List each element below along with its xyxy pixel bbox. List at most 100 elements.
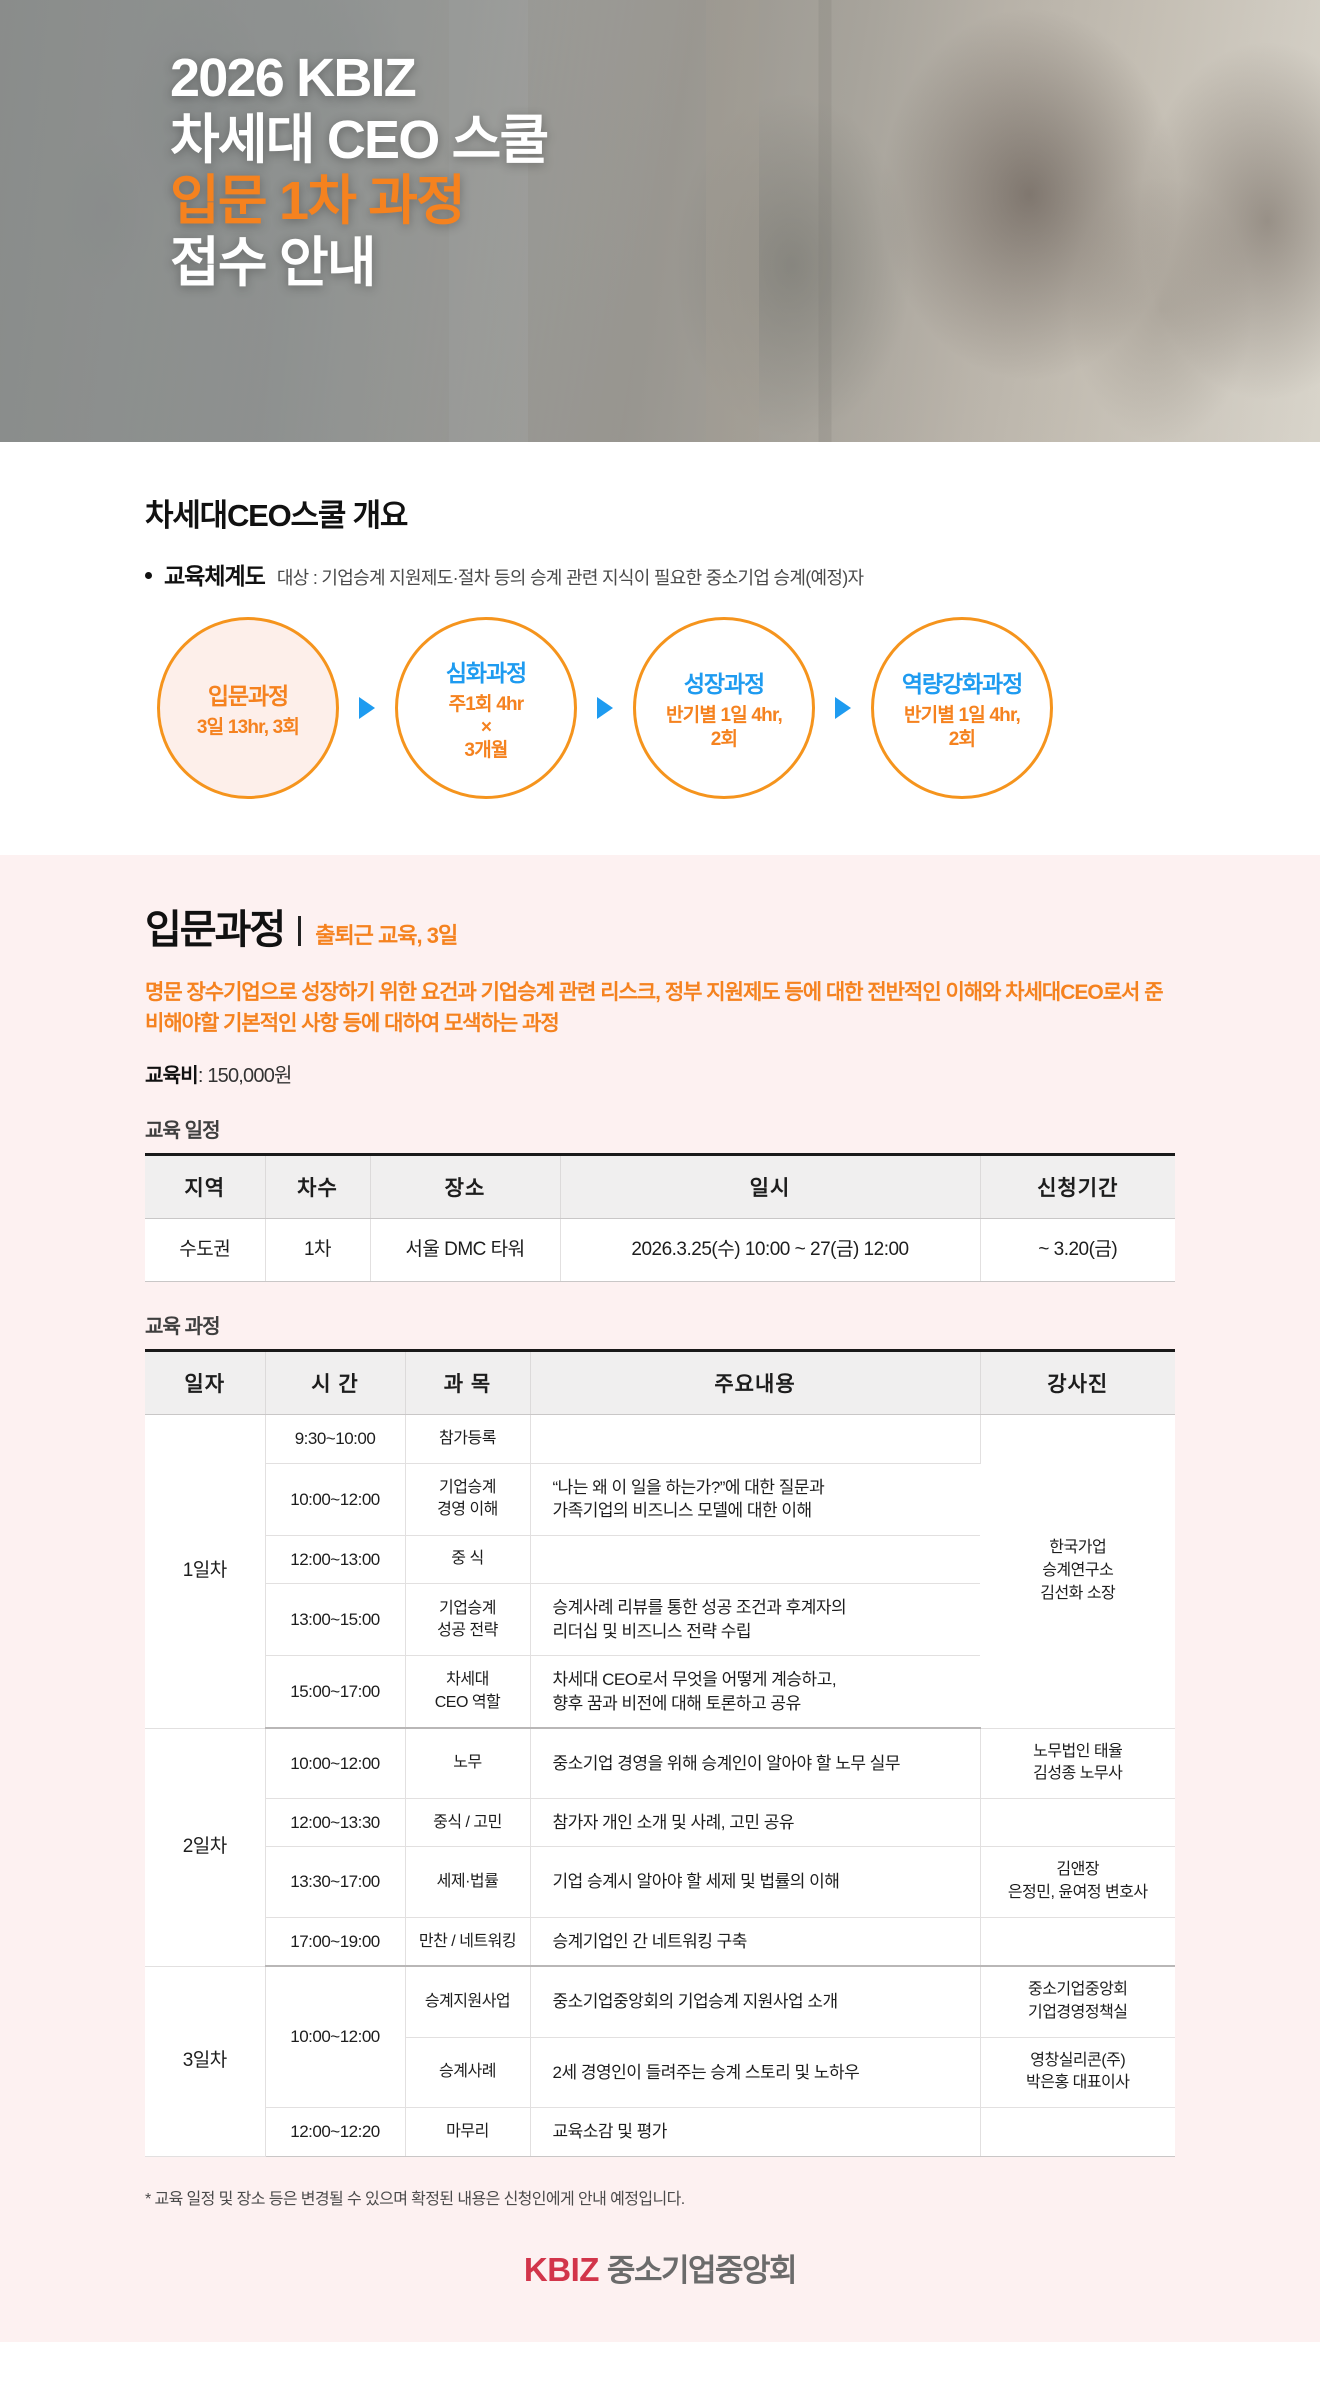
curriculum-cell-time: 10:00~12:00 xyxy=(265,1463,406,1536)
curriculum-cell-subject: 만찬 / 네트워킹 xyxy=(405,1917,531,1968)
bullet-dot-icon xyxy=(145,572,152,579)
flow-circle-1-title: 입문과정 xyxy=(207,682,289,709)
overview-heading: 차세대CEO스쿨 개요 xyxy=(145,498,408,533)
schedule-cell-4: ~ 3.20(금) xyxy=(980,1218,1175,1283)
curriculum-cell-time: 13:30~17:00 xyxy=(265,1846,406,1918)
hero-banner: 2026 KBIZ 차세대 CEO 스쿨 입문 1차 과정 접수 안내 xyxy=(0,0,1320,442)
schedule-col-header-2: 장소 xyxy=(370,1153,561,1220)
curriculum-cell-content: 교육소감 및 평가 xyxy=(530,2107,981,2157)
schedule-col-header-3: 일시 xyxy=(560,1153,981,1220)
curriculum-cell-subject: 세제·법률 xyxy=(405,1846,531,1918)
course-description: 명문 장수기업으로 성장하기 위한 요건과 기업승계 관련 리스크, 정부 지원… xyxy=(145,981,1164,1036)
curriculum-cell-lecturer: 김앤장 은정민, 윤여정 변호사 xyxy=(980,1846,1175,1918)
curriculum-cell-content: 승계사례 리뷰를 통한 성공 조건과 후계자의 리더십 및 비즈니스 전략 수립 xyxy=(530,1583,980,1657)
curriculum-cell-time: 12:00~12:20 xyxy=(265,2107,406,2157)
curriculum-cell-lecturer xyxy=(980,1917,1175,1968)
flow-arrow-2-icon xyxy=(597,697,613,719)
curriculum-cell-subject: 노무 xyxy=(405,1728,531,1799)
curriculum-cell-lecturer: 한국가업 승계연구소 김선화 소장 xyxy=(980,1414,1175,1729)
curriculum-cell-content: “나는 왜 이 일을 하는가?”에 대한 질문과 가족기업의 비즈니스 모델에 대… xyxy=(530,1463,980,1536)
curriculum-cell-subject: 승계지원사업 xyxy=(405,1966,531,2038)
curriculum-row: 3일차 10:00~12:00 승계지원사업 중소기업중앙회의 기업승계 지원사업 소… xyxy=(145,1966,1175,2157)
curriculum-row: 13:00~15:00 기업승계 성공 전략 승계사례 리뷰를 통한 성공 조건과 후… xyxy=(145,1583,1175,1657)
schedule-table: 지역 차수 장소 일시 신청기간 수도권 1차 서울 DMC 타워 2026.3.25(수) … xyxy=(145,1153,1175,1283)
curriculum-cell-day: 2일차 xyxy=(145,1728,266,1967)
schedule-table-body: 수도권 1차 서울 DMC 타워 2026.3.25(수) 10:00 ~ 27(금)… xyxy=(145,1218,1175,1283)
curriculum-cell-subject: 기업승계 성공 전략 xyxy=(405,1583,531,1657)
curriculum-cell-lecturer: 영창실리콘(주) 박은홍 대표이사 xyxy=(980,2037,1175,2109)
curriculum-cell-time: 9:30~10:00 xyxy=(265,1414,406,1464)
kbiz-logo-mark: KBIZ xyxy=(523,2250,600,2288)
course-divider xyxy=(298,916,302,946)
curriculum-cell-subject: 중식 / 고민 xyxy=(405,1798,531,1848)
curriculum-cell-subject: 승계사례 xyxy=(405,2037,531,2109)
hero-scrim-overlay xyxy=(0,0,1320,442)
flow-circle-2: 심화과정 주1회 4hr × 3개월 xyxy=(395,617,577,799)
flow-circle-3-title: 성장과정 xyxy=(683,671,765,698)
course-tag: 출퇴근 교육, 3일 xyxy=(315,923,458,948)
flow-circle-4: 역량강화과정 반기별 1일 4hr, 2회 xyxy=(871,617,1053,799)
curriculum-cell-content: 참가자 개인 소개 및 사례, 고민 공유 xyxy=(530,1798,981,1848)
flow-circle-3-sub: 반기별 1일 4hr, 2회 xyxy=(665,705,783,750)
curriculum-cell-time: 17:00~19:00 xyxy=(265,1917,406,1968)
curriculum-col-header-4: 강사진 xyxy=(980,1349,1175,1416)
curriculum-row: 13:30~17:00 세제·법률 기업 승계시 알아야 할 세제 및 법률의 이해… xyxy=(145,1846,1175,1918)
footer-logo: KBIZ 중소기업중앙회 xyxy=(145,2245,1175,2308)
curriculum-table-body: 1일차 9:30~10:00 참가등록 한국가업 승계연구소 김선화 소장 10:00~12… xyxy=(145,1414,1175,2157)
hero-title-line-2: 차세대 CEO 스쿨 xyxy=(170,109,549,170)
flow-circle-2-sub: 주1회 4hr × 3개월 xyxy=(448,693,525,762)
curriculum-row: 승계사례 2세 경영인이 들려주는 승계 스토리 및 노하우 영창실리콘(주) 박은홍… xyxy=(145,2037,1175,2109)
flow-arrow-3-icon xyxy=(835,697,851,719)
overview-section: 차세대CEO스쿨 개요 교육체계도 대상 : 기업승계 지원제도·절차 등의 승… xyxy=(0,442,1320,855)
curriculum-cell-subject: 중 식 xyxy=(405,1535,531,1585)
curriculum-cell-time: 12:00~13:30 xyxy=(265,1798,406,1848)
curriculum-cell-day: 1일차 xyxy=(145,1414,266,1729)
overview-bullet-title: 교육체계도 xyxy=(164,563,266,589)
curriculum-cell-time: 13:00~15:00 xyxy=(265,1583,406,1657)
curriculum-row: 12:00~13:00 중 식 xyxy=(145,1535,1175,1585)
course-flow-diagram: 입문과정 3일 13hr, 3회 심화과정 주1회 4hr × 3개월 성장과정 반… xyxy=(145,617,1175,799)
curriculum-cell-content xyxy=(530,1414,981,1464)
schedule-cell-2: 서울 DMC 타워 xyxy=(370,1218,561,1283)
curriculum-cell-content: 중소기업 경영을 위해 승계인이 알아야 할 노무 실무 xyxy=(530,1728,981,1799)
curriculum-cell-lecturer xyxy=(980,1798,1175,1848)
schedule-table-label: 교육 일정 xyxy=(145,1120,221,1143)
curriculum-cell-content: 2세 경영인이 들려주는 승계 스토리 및 노하우 xyxy=(530,2037,981,2109)
schedule-cell-3: 2026.3.25(수) 10:00 ~ 27(금) 12:00 xyxy=(560,1218,981,1283)
schedule-col-header-0: 지역 xyxy=(145,1153,266,1220)
curriculum-row: 12:00~12:20 마무리 교육소감 및 평가 xyxy=(145,2107,1175,2157)
curriculum-cell-time: 10:00~12:00 xyxy=(265,1728,406,1799)
curriculum-cell-subject: 참가등록 xyxy=(405,1414,531,1464)
hero-title-line-1: 2026 KBIZ xyxy=(170,48,417,108)
curriculum-table-label: 교육 과정 xyxy=(145,1316,221,1339)
curriculum-row: 15:00~17:00 차세대 CEO 역할 차세대 CEO로서 무엇을 어떻게 계승… xyxy=(145,1655,1175,1730)
curriculum-cell-subject: 기업승계 경영 이해 xyxy=(405,1463,531,1536)
curriculum-cell-lecturer: 중소기업중앙회 기업경영정책실 xyxy=(980,1966,1175,2038)
curriculum-cell-day: 3일차 xyxy=(145,1966,266,2157)
schedule-cell-1: 1차 xyxy=(265,1218,371,1283)
course-fee: 교육비: 150,000원 xyxy=(145,1065,292,1088)
schedule-header-row: 지역 차수 장소 일시 신청기간 xyxy=(145,1153,1175,1220)
curriculum-cell-content: 차세대 CEO로서 무엇을 어떻게 계승하고, 향후 꿈과 비전에 대해 토론하고… xyxy=(530,1655,980,1730)
schedule-col-header-1: 차수 xyxy=(265,1153,371,1220)
course-fee-value: 150,000원 xyxy=(207,1065,292,1088)
curriculum-cell-content: 기업 승계시 알아야 할 세제 및 법률의 이해 xyxy=(530,1846,981,1918)
footnote: * 교육 일정 및 장소 등은 변경될 수 있으며 확정된 내용은 신청인에게 … xyxy=(145,2190,685,2208)
curriculum-col-header-1: 시 간 xyxy=(265,1349,406,1416)
flow-arrow-1-icon xyxy=(359,697,375,719)
course-detail-section: 입문과정 출퇴근 교육, 3일 명문 장수기업으로 성장하기 위한 요건과 기업… xyxy=(0,855,1320,2342)
curriculum-cell-subject: 마무리 xyxy=(405,2107,531,2157)
curriculum-cell-lecturer: 노무법인 태율 김성종 노무사 xyxy=(980,1728,1175,1799)
curriculum-col-header-0: 일자 xyxy=(145,1349,266,1416)
curriculum-cell-content: 중소기업중앙회의 기업승계 지원사업 소개 xyxy=(530,1966,981,2038)
course-header: 입문과정 출퇴근 교육, 3일 xyxy=(145,897,1175,955)
curriculum-cell-content xyxy=(530,1535,980,1585)
hero-title-line-4: 접수 안내 xyxy=(170,232,377,293)
flow-circle-4-title: 역량강화과정 xyxy=(901,671,1023,698)
overview-bullet-row: 교육체계도 대상 : 기업승계 지원제도·절차 등의 승계 관련 지식이 필요한… xyxy=(145,557,1175,591)
flow-circle-4-sub: 반기별 1일 4hr, 2회 xyxy=(903,705,1021,750)
schedule-cell-0: 수도권 xyxy=(145,1218,266,1283)
